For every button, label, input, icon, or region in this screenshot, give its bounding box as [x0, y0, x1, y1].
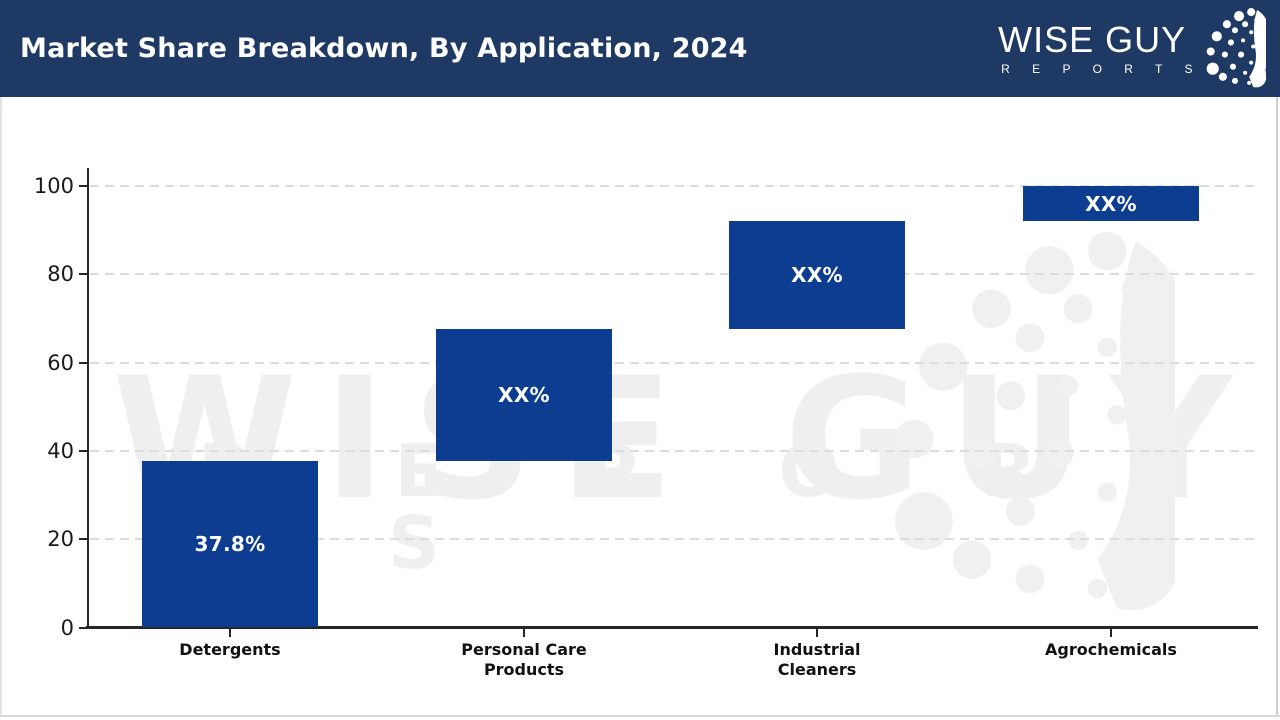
x-tick-2 — [523, 629, 525, 637]
y-tick-60 — [79, 361, 87, 364]
bar-value-label: 37.8% — [194, 532, 266, 557]
category-label-agrochemicals: Agrochemicals — [1001, 640, 1221, 660]
gridline-20 — [90, 538, 1254, 541]
bar-personal-care-products: XX% — [436, 329, 612, 461]
category-label-industrial-cleaners: Industrial Cleaners — [707, 640, 927, 680]
y-tick-label-100: 100 — [33, 174, 74, 198]
y-tick-20 — [79, 538, 87, 541]
category-label-line: Industrial — [773, 640, 861, 659]
gridline-60 — [90, 361, 1254, 364]
page-left-border — [0, 97, 2, 717]
logo-subtitle: R E P O R T S — [1001, 61, 1202, 76]
logo-wordmark: WISE GUY — [998, 18, 1187, 60]
y-tick-label-60: 60 — [47, 350, 74, 375]
page-bottom-border — [0, 715, 1280, 717]
category-label-personal-care-products: Personal Care Products — [414, 640, 634, 680]
category-label-line: Cleaners — [777, 660, 857, 679]
y-tick-80 — [79, 273, 87, 276]
wise-guy-logo: WISE GUY R E P O R T S — [998, 6, 1266, 92]
category-label-line: Personal Care — [461, 640, 587, 659]
gridline-40 — [90, 449, 1254, 452]
category-label-line: Products — [483, 660, 565, 679]
bar-detergents: 37.8% — [142, 460, 318, 628]
category-label-line: Agrochemicals — [1045, 640, 1177, 659]
y-axis — [87, 168, 89, 629]
dotted-face-logo-icon — [1206, 7, 1266, 87]
y-tick-label-20: 20 — [47, 527, 74, 552]
page-right-border — [1276, 97, 1278, 717]
x-axis — [86, 626, 1258, 629]
bar-value-label: XX% — [791, 263, 843, 288]
bar-value-label: XX% — [1085, 191, 1137, 216]
y-tick-label-0: 0 — [60, 615, 74, 640]
bar-industrial-cleaners: XX% — [729, 221, 905, 330]
y-tick-label-40: 40 — [47, 438, 74, 463]
bar-agrochemicals: XX% — [1023, 186, 1199, 222]
y-tick-0 — [79, 626, 87, 629]
y-tick-label-80: 80 — [47, 262, 74, 287]
y-tick-40 — [79, 449, 87, 452]
chart-title: Market Share Breakdown, By Application, … — [20, 33, 748, 64]
logo-text: WISE GUY R E P O R T S — [998, 18, 1202, 76]
category-label-detergents: Detergents — [120, 640, 340, 660]
y-tick-100 — [79, 185, 87, 187]
x-tick-3 — [816, 629, 818, 637]
x-tick-1 — [229, 629, 231, 637]
bar-value-label: XX% — [498, 383, 550, 408]
gridline-80 — [90, 273, 1254, 276]
gridline-100 — [90, 185, 1254, 187]
x-tick-4 — [1110, 629, 1112, 637]
header-bar: Market Share Breakdown, By Application, … — [0, 0, 1280, 97]
category-label-line: Detergents — [179, 640, 281, 659]
